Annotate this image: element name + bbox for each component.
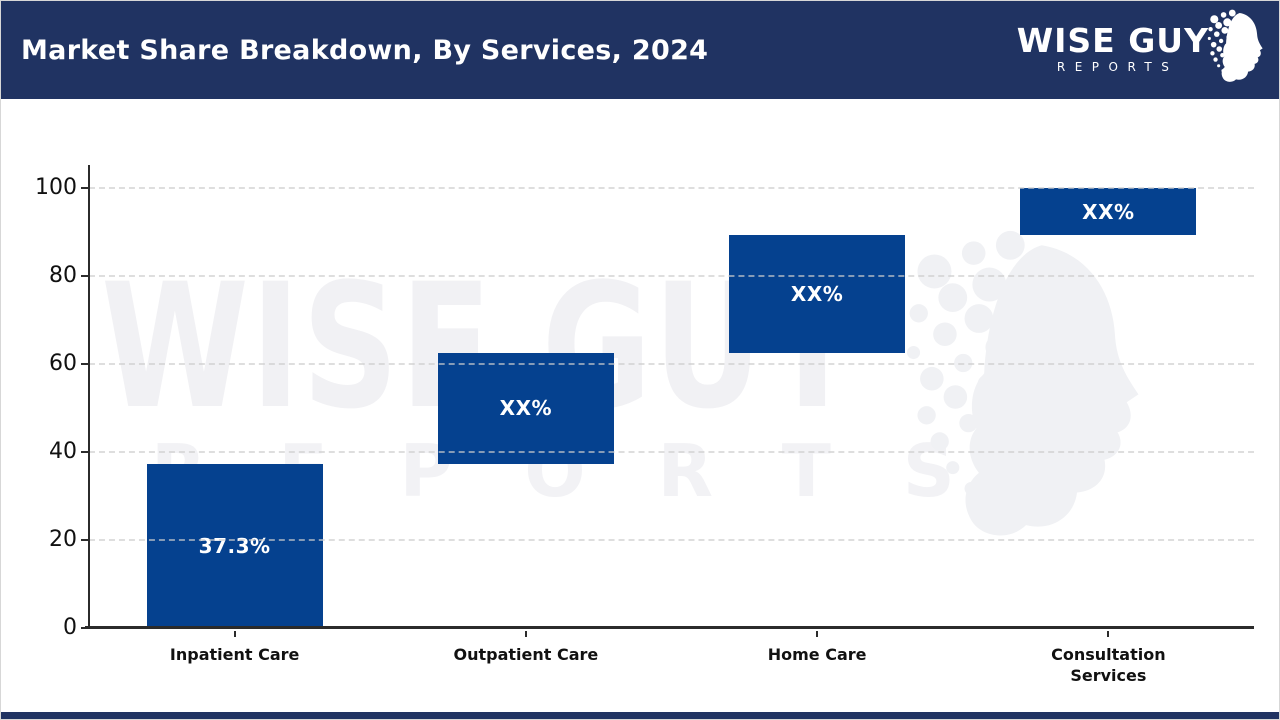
gridline-80 (89, 275, 1254, 277)
bar-inpatient-care: 37.3% (146, 463, 323, 628)
bar-value-label: 37.3% (198, 533, 271, 558)
gridline-20 (89, 539, 1254, 541)
y-tick-80 (81, 275, 89, 277)
bar-consultation-services: XX% (1020, 188, 1197, 236)
category-label-2: Outpatient Care (453, 645, 599, 664)
y-tick-label-20: 20 (49, 527, 77, 552)
logo-head-icon (1205, 7, 1267, 91)
brand-logo: WISE GUY REPORTS (1017, 7, 1267, 91)
x-axis (85, 626, 1254, 629)
gridline-100 (89, 187, 1254, 189)
footer-bar (1, 712, 1279, 719)
y-tick-label-60: 60 (49, 351, 77, 376)
category-label-4: Consultation Services (1051, 645, 1166, 685)
logo-wordmark: WISE GUY REPORTS (1017, 24, 1209, 74)
logo-wordmark-line1: WISE GUY (1016, 21, 1209, 61)
logo-wordmark-line2: REPORTS (1056, 59, 1179, 74)
category-label-1: Inpatient Care (169, 645, 300, 664)
y-tick-label-100: 100 (35, 175, 77, 200)
x-tick-4 (1107, 631, 1110, 637)
header: Market Share Breakdown, By Services, 202… (1, 1, 1279, 99)
gridline-60 (89, 363, 1254, 365)
bar-outpatient-care: XX% (437, 352, 614, 464)
x-tick-2 (524, 631, 527, 637)
y-tick-label-80: 80 (49, 263, 77, 288)
bar-home-care: XX% (729, 235, 906, 353)
bar-value-label: XX% (790, 281, 844, 306)
y-tick-label-40: 40 (49, 439, 77, 464)
plot-area: 0 20 40 60 80 100 37.3% Inpatient Care XX% Outpat… (35, 175, 1254, 685)
bar-value-label: XX% (499, 396, 553, 421)
category-label-3: Home Care (767, 645, 867, 664)
y-tick-100 (81, 187, 89, 189)
x-tick-1 (233, 631, 236, 637)
chart: WISE GUY REPORTS 0 20 40 60 80 100 37.3% Inpati… (1, 99, 1279, 714)
y-tick-label-0: 0 (63, 615, 77, 640)
y-tick-60 (81, 363, 89, 365)
y-axis (88, 165, 90, 629)
bar-value-label: XX% (1082, 199, 1135, 224)
gridline-40 (89, 451, 1254, 453)
x-tick-3 (816, 631, 819, 637)
y-tick-20 (81, 539, 89, 541)
chart-title: Market Share Breakdown, By Services, 202… (21, 34, 709, 66)
y-tick-40 (81, 451, 89, 453)
